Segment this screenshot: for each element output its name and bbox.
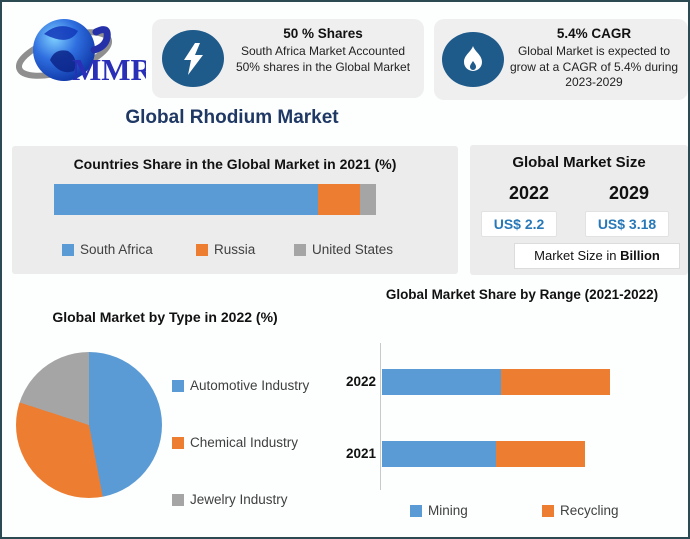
range-chart-title: Global Market Share by Range (2021-2022) (385, 287, 659, 302)
market-note-unit: Billion (620, 248, 660, 263)
automotive-swatch (172, 379, 184, 392)
legend-item-automotive-industry: Automotive Industry (172, 378, 309, 393)
russia-swatch (196, 243, 208, 256)
market-value-2029: US$ 3.18 (585, 211, 669, 237)
logo-text: MMR (72, 52, 146, 87)
range-chart-axis (380, 343, 381, 490)
stat-box-shares: 50 % Shares South Africa Market Accounte… (152, 19, 424, 98)
range-bar-2021 (382, 441, 610, 467)
shares-stat-body: South Africa Market Accounted 50% shares… (235, 44, 411, 74)
legend-label: Automotive Industry (190, 378, 310, 393)
bar-segment-russia (318, 184, 360, 215)
legend-item-russia: Russia (196, 242, 255, 257)
legend-label: Russia (214, 242, 256, 257)
bar-segment-mining (382, 441, 496, 467)
recycling-swatch (542, 504, 554, 517)
bar-segment-recycling (500, 369, 610, 395)
legend-label: South Africa (80, 242, 153, 257)
stat-box-cagr: 5.4% CAGR Global Market is expected to g… (434, 19, 688, 100)
market-size-panel: Global Market Size 2022 2029 US$ 2.2 US$… (470, 145, 688, 275)
flame-icon (442, 32, 504, 87)
legend-item-recycling: Recycling (542, 503, 619, 518)
page-title: Global Rhodium Market (125, 107, 339, 128)
legend-label: United States (312, 242, 394, 257)
legend-label: Recycling (560, 503, 619, 518)
countries-stacked-bar (54, 184, 376, 215)
chemical-swatch (172, 436, 184, 449)
pie-chart-title: Global Market by Type in 2022 (%) (52, 309, 278, 325)
market-size-title: Global Market Size (512, 154, 646, 171)
bar-segment-united-states (359, 184, 376, 215)
shares-stat-title: 50 % Shares (283, 26, 363, 41)
mining-swatch (410, 504, 422, 517)
legend-item-mining: Mining (410, 503, 468, 518)
legend-item-jewelry-industry: Jewelry Industry (172, 492, 288, 507)
cagr-stat-body: Global Market is expected to grow at a C… (509, 44, 679, 90)
range-category-2022: 2022 (345, 374, 376, 389)
market-size-note: Market Size in Billion (514, 243, 680, 269)
legend-item-chemical-industry: Chemical Industry (172, 435, 298, 450)
range-category-2021: 2021 (345, 446, 376, 461)
market-year-2029: 2029 (608, 183, 650, 203)
legend-item-south-africa: South Africa (62, 242, 153, 257)
jewelry-swatch (172, 493, 184, 506)
market-note-prefix: Market Size in (534, 248, 621, 263)
market-value-2022: US$ 2.2 (481, 211, 557, 237)
cagr-stat-title: 5.4% CAGR (556, 26, 632, 41)
mmr-logo: MMR (15, 8, 154, 98)
bar-segment-mining (382, 369, 501, 395)
united-states-swatch (294, 243, 306, 256)
bar-segment-south-africa (54, 184, 319, 215)
countries-share-panel: Countries Share in the Global Market in … (12, 146, 458, 274)
globe-icon: MMR (15, 19, 154, 87)
market-year-2022: 2022 (508, 183, 550, 203)
legend-label: Jewelry Industry (190, 492, 288, 507)
bar-segment-recycling (496, 441, 585, 467)
lightning-icon (162, 30, 224, 87)
south-africa-swatch (62, 243, 74, 256)
legend-item-united-states: United States (294, 242, 393, 257)
legend-label: Mining (428, 503, 468, 518)
countries-chart-title: Countries Share in the Global Market in … (73, 156, 397, 172)
legend-label: Chemical Industry (190, 435, 299, 450)
market-by-type-pie-chart (16, 352, 162, 498)
range-bar-2022 (382, 369, 610, 395)
